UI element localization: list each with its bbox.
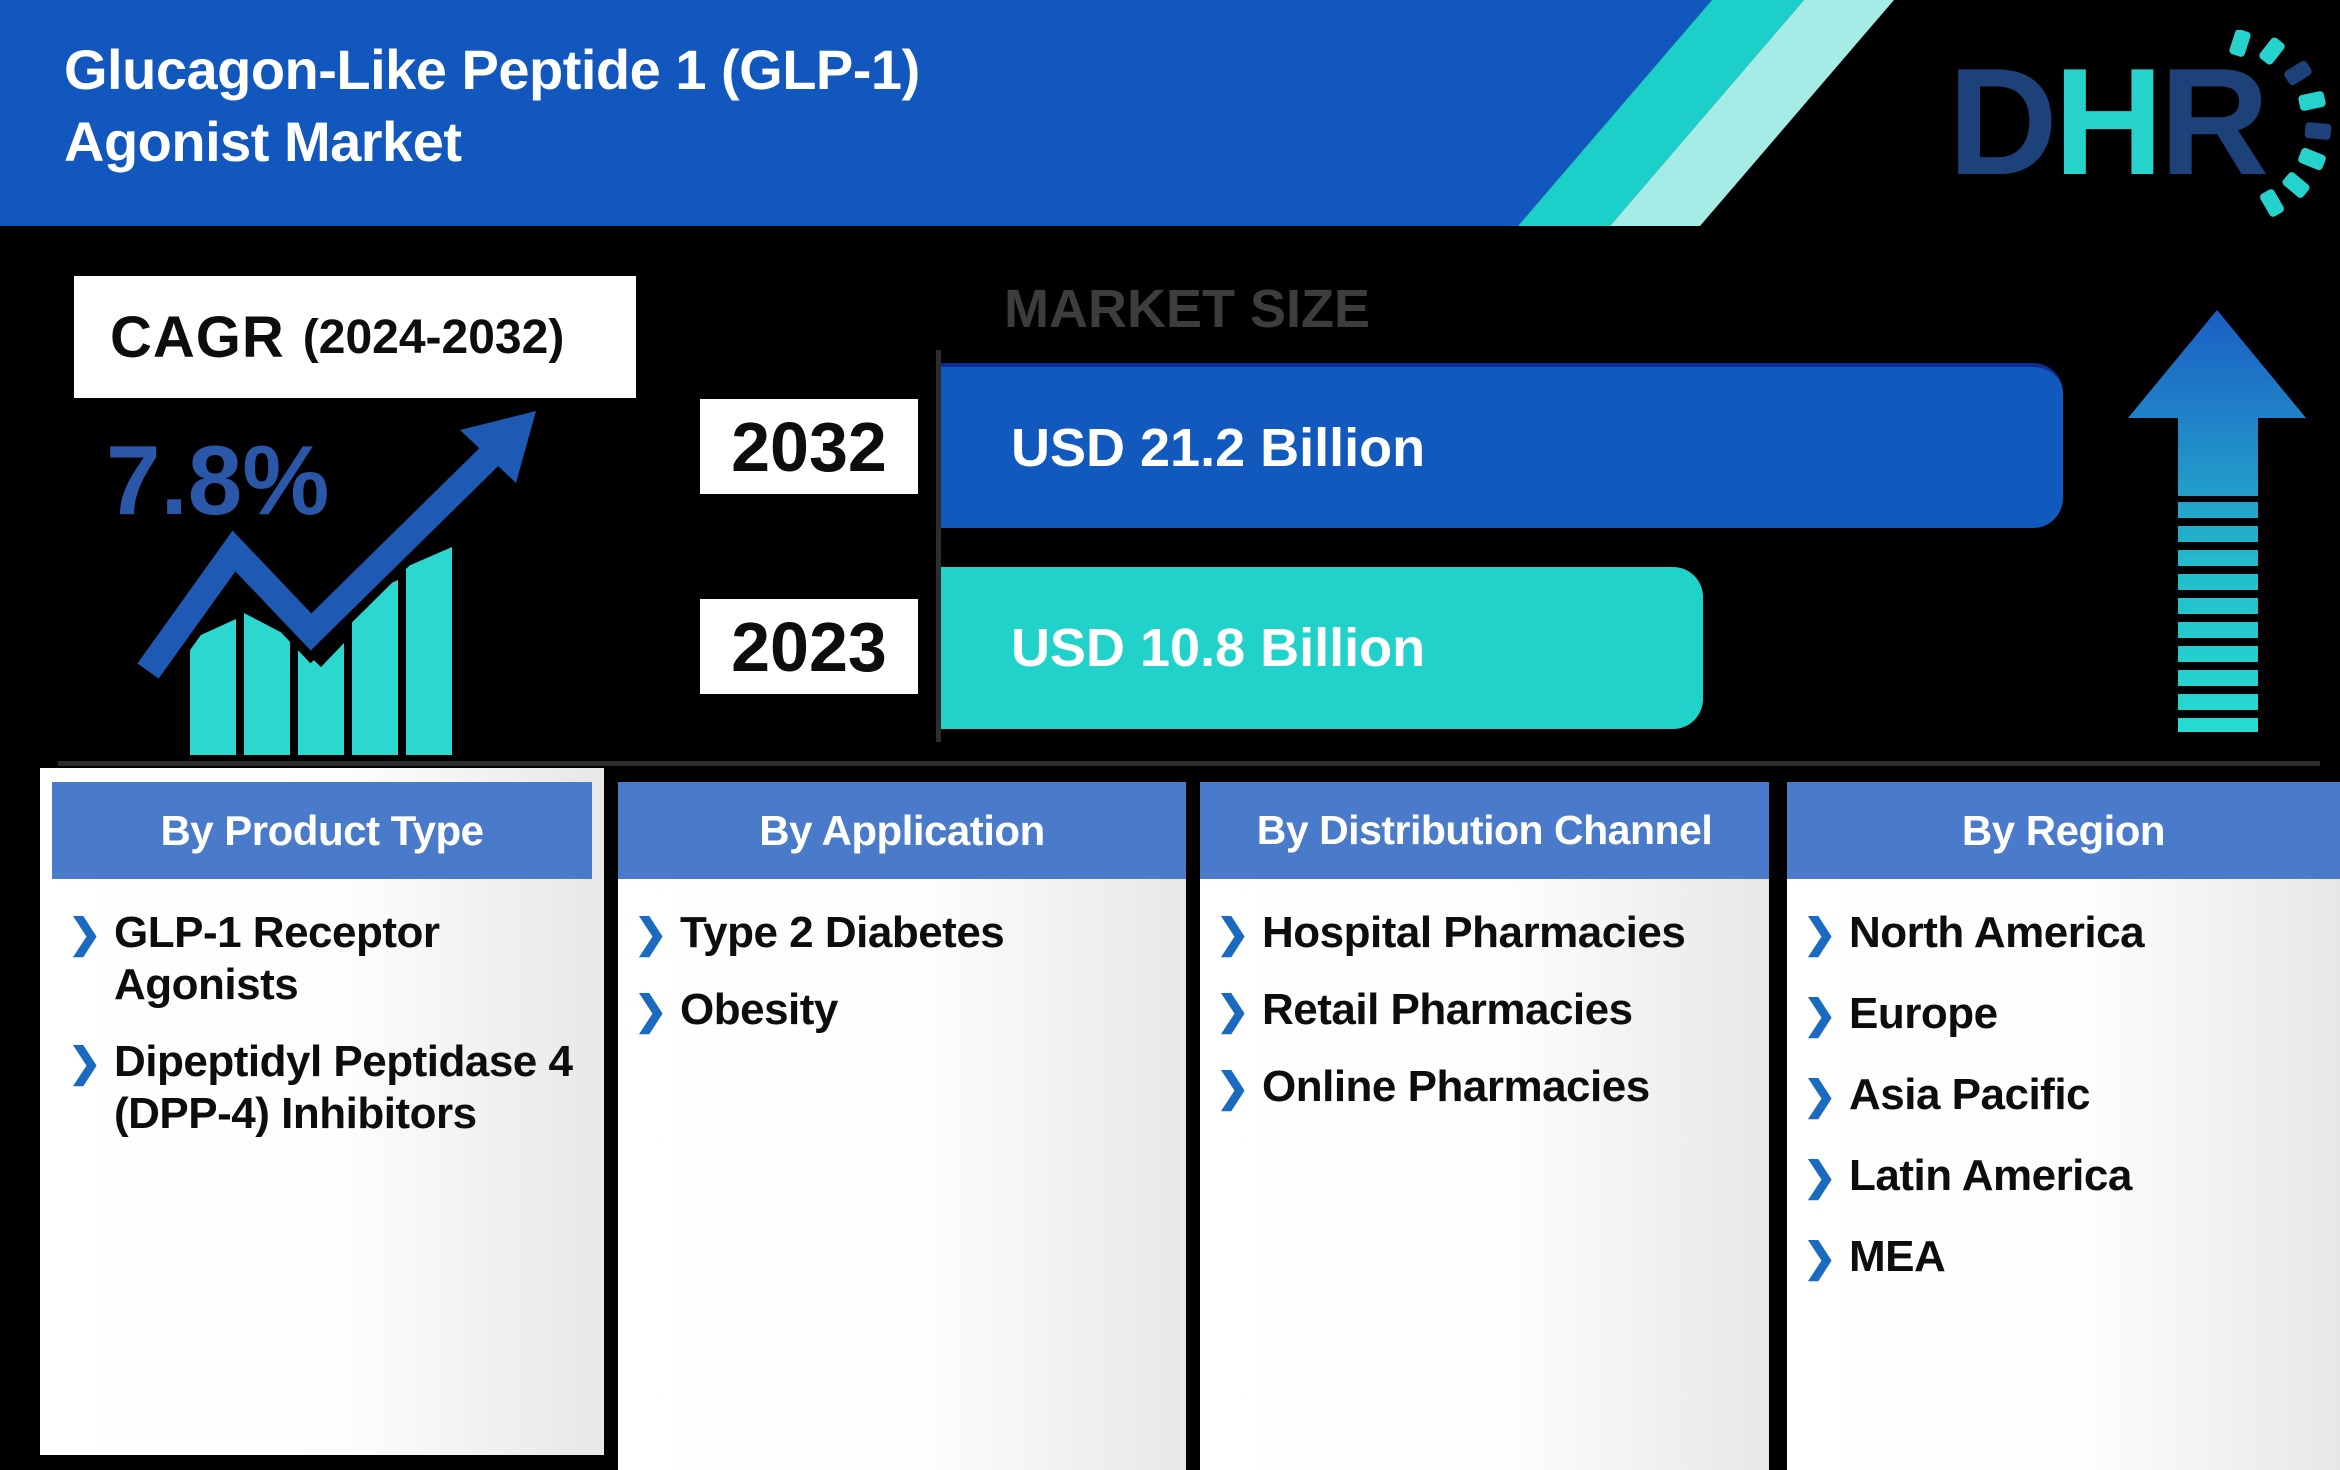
page-title: Glucagon-Like Peptide 1 (GLP-1) Agonist … (64, 34, 920, 178)
list-item-label: Hospital Pharmacies (1262, 908, 1686, 957)
chevron-right-icon: ❯ (634, 912, 668, 956)
bar-2032: USD 21.2 Billion (941, 363, 2063, 528)
header-band: Glucagon-Like Peptide 1 (GLP-1) Agonist … (0, 0, 2340, 226)
panel-by-distribution-channel: By Distribution Channel ❯ Hospital Pharma… (1200, 782, 1769, 1470)
list-item: ❯ Type 2 Diabetes (634, 907, 1172, 959)
distribution-channel-list: ❯ Hospital Pharmacies ❯ Retail Pharmacies … (1200, 907, 1769, 1113)
panel-by-application: By Application ❯ Type 2 Diabetes ❯ Obesity (618, 782, 1186, 1470)
cagr-value: 7.8% (106, 425, 330, 535)
chevron-right-icon: ❯ (1803, 1236, 1837, 1280)
dhr-logo: DHR (1948, 30, 2332, 217)
list-item: ❯ Europe (1803, 988, 2326, 1040)
bar-2023: USD 10.8 Billion (941, 567, 1703, 729)
section-divider-line (58, 761, 2320, 766)
list-item-label: Latin America (1849, 1151, 2132, 1200)
region-list: ❯ North America ❯ Europe ❯ Asia Pacific ❯ La… (1787, 907, 2340, 1283)
cagr-period: (2024-2032) (302, 310, 565, 364)
list-item: ❯ GLP-1 Receptor Agonists (68, 907, 578, 1011)
list-item: ❯ Latin America (1803, 1150, 2326, 1202)
chevron-right-icon: ❯ (1803, 1074, 1837, 1118)
bar-2023-value: USD 10.8 Billion (1011, 618, 1426, 678)
logo-letter-d: D (1948, 37, 2058, 207)
logo-radial-dashes-icon (2229, 30, 2332, 217)
page-title-line1: Glucagon-Like Peptide 1 (GLP-1) (64, 38, 920, 101)
chevron-right-icon: ❯ (1216, 912, 1250, 956)
list-item: ❯ North America (1803, 907, 2326, 959)
panel-by-distribution-channel-header: By Distribution Channel (1200, 782, 1769, 879)
application-list: ❯ Type 2 Diabetes ❯ Obesity (618, 907, 1186, 1036)
product-type-list: ❯ GLP-1 Receptor Agonists ❯ Dipeptidyl Pep… (52, 907, 592, 1140)
cagr-label-box: CAGR (2024-2032) (74, 276, 636, 398)
chart-axis-line (936, 350, 941, 742)
list-item-label: Obesity (680, 985, 838, 1034)
list-item-label: Retail Pharmacies (1262, 985, 1633, 1034)
list-item: ❯ Retail Pharmacies (1216, 984, 1755, 1036)
panel-by-region: By Region ❯ North America ❯ Europe ❯ Asia P… (1787, 782, 2340, 1470)
chevron-right-icon: ❯ (1803, 1155, 1837, 1199)
list-item-label: North America (1849, 908, 2145, 957)
market-size-title: MARKET SIZE (1004, 279, 1371, 339)
list-item: ❯ Online Pharmacies (1216, 1061, 1755, 1113)
cagr-label: CAGR (110, 304, 285, 370)
chevron-right-icon: ❯ (1216, 1066, 1250, 1110)
list-item-label: GLP-1 Receptor Agonists (114, 908, 440, 1009)
list-item-label: MEA (1849, 1232, 1946, 1281)
panel-by-product-type: By Product Type ❯ GLP-1 Receptor Agonists… (40, 768, 604, 1455)
panel-by-region-header: By Region (1787, 782, 2340, 879)
chevron-right-icon: ❯ (68, 1041, 102, 1085)
list-item: ❯ Dipeptidyl Peptidase 4 (DPP-4) Inhibito… (68, 1036, 578, 1140)
bar-2032-value: USD 21.2 Billion (1011, 417, 1426, 478)
list-item: ❯ Asia Pacific (1803, 1069, 2326, 1121)
chevron-right-icon: ❯ (1803, 912, 1837, 956)
header-blue-band (0, 0, 1712, 226)
list-item: ❯ MEA (1803, 1231, 2326, 1283)
chevron-right-icon: ❯ (634, 989, 668, 1033)
list-item-label: Online Pharmacies (1262, 1062, 1650, 1111)
panel-by-application-header: By Application (618, 782, 1186, 879)
list-item-label: Type 2 Diabetes (680, 908, 1005, 957)
list-item: ❯ Obesity (634, 984, 1172, 1036)
chevron-right-icon: ❯ (1803, 993, 1837, 1037)
list-item-label: Dipeptidyl Peptidase 4 (DPP-4) Inhibitor… (114, 1037, 573, 1138)
up-arrow-icon (2128, 310, 2306, 732)
dhr-logo-letters: DHR (1948, 42, 2269, 202)
growth-chart-icon (130, 411, 536, 755)
chevron-right-icon: ❯ (68, 912, 102, 956)
list-item: ❯ Hospital Pharmacies (1216, 907, 1755, 959)
year-label-2023: 2023 (700, 599, 918, 694)
logo-letter-h: H (2053, 37, 2164, 207)
logo-letter-r: R (2159, 37, 2270, 207)
year-label-2032: 2032 (700, 399, 918, 494)
chevron-right-icon: ❯ (1216, 989, 1250, 1033)
list-item-label: Europe (1849, 989, 1998, 1038)
page-title-line2: Agonist Market (64, 110, 462, 173)
panel-by-product-type-header: By Product Type (52, 782, 592, 879)
list-item-label: Asia Pacific (1849, 1070, 2091, 1119)
